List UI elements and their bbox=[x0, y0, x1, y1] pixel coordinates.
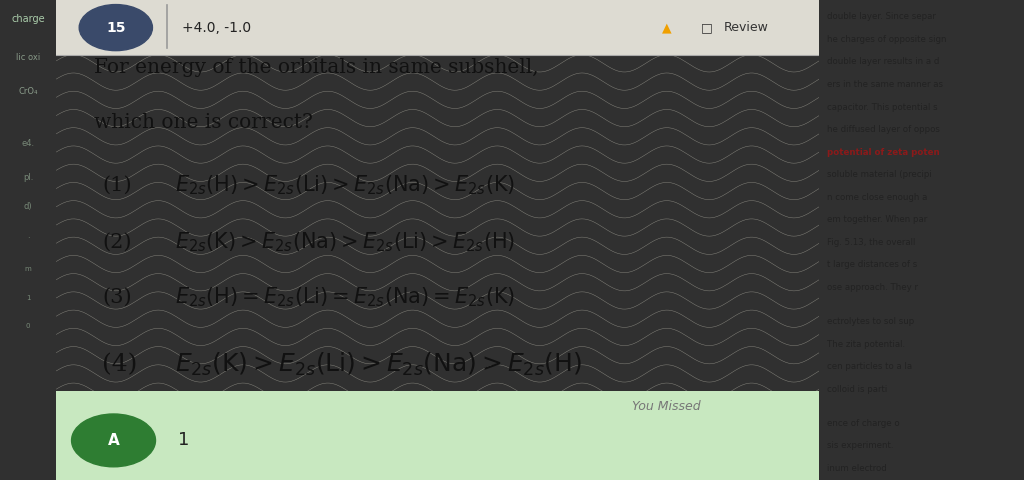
Text: capacitor. This potential s: capacitor. This potential s bbox=[827, 103, 938, 111]
Text: $E_{2s}(\mathrm{H}) = E_{2s}(\mathrm{Li}) = E_{2s}(\mathrm{Na}) = E_{2s}(\mathrm: $E_{2s}(\mathrm{H}) = E_{2s}(\mathrm{Li}… bbox=[174, 286, 515, 310]
Text: The zita potential.: The zita potential. bbox=[827, 340, 905, 348]
Text: (1): (1) bbox=[102, 175, 132, 194]
Text: $E_{2s}(\mathrm{H}) > E_{2s}(\mathrm{Li}) > E_{2s}(\mathrm{Na}) > E_{2s}(\mathrm: $E_{2s}(\mathrm{H}) > E_{2s}(\mathrm{Li}… bbox=[174, 173, 515, 197]
Text: he diffused layer of oppos: he diffused layer of oppos bbox=[827, 125, 940, 134]
Text: ▲: ▲ bbox=[662, 21, 672, 34]
Text: sis experiment.: sis experiment. bbox=[827, 442, 894, 450]
Text: em together. When par: em together. When par bbox=[827, 216, 928, 224]
Text: e4.: e4. bbox=[22, 140, 35, 148]
Text: $E_{2s}(\mathrm{K}) > E_{2s}(\mathrm{Li}) > E_{2s}(\mathrm{Na}) > E_{2s}(\mathrm: $E_{2s}(\mathrm{K}) > E_{2s}(\mathrm{Li}… bbox=[174, 351, 582, 378]
Text: n come close enough a: n come close enough a bbox=[827, 193, 928, 202]
Text: ence of charge o: ence of charge o bbox=[827, 419, 900, 428]
Text: □: □ bbox=[701, 21, 713, 34]
Text: colloid is parti: colloid is parti bbox=[827, 385, 888, 394]
Text: For energy of the orbitals in same subshell,: For energy of the orbitals in same subsh… bbox=[94, 58, 539, 77]
Text: ectrolytes to sol sup: ectrolytes to sol sup bbox=[827, 317, 914, 326]
Text: CrO₄: CrO₄ bbox=[18, 87, 38, 96]
Text: ose approach. They r: ose approach. They r bbox=[827, 283, 919, 292]
Text: charge: charge bbox=[11, 14, 45, 24]
Text: pl.: pl. bbox=[23, 173, 34, 182]
Text: inum electrod: inum electrod bbox=[827, 464, 887, 473]
Text: (4): (4) bbox=[102, 353, 137, 376]
Text: 1: 1 bbox=[178, 432, 189, 449]
Text: lic oxi: lic oxi bbox=[16, 53, 40, 62]
Text: Review: Review bbox=[724, 21, 769, 34]
Text: which one is correct?: which one is correct? bbox=[94, 113, 313, 132]
Text: .: . bbox=[27, 231, 30, 240]
Text: t large distances of s: t large distances of s bbox=[827, 261, 918, 269]
Circle shape bbox=[72, 414, 156, 467]
Text: double layer results in a d: double layer results in a d bbox=[827, 58, 940, 66]
Circle shape bbox=[79, 5, 153, 51]
FancyBboxPatch shape bbox=[56, 391, 819, 480]
Text: he charges of opposite sign: he charges of opposite sign bbox=[827, 35, 947, 44]
FancyBboxPatch shape bbox=[56, 0, 819, 55]
Text: 15: 15 bbox=[106, 21, 126, 35]
Text: 1: 1 bbox=[26, 295, 31, 300]
Text: cen particles to a la: cen particles to a la bbox=[827, 362, 912, 371]
Text: double layer. Since separ: double layer. Since separ bbox=[827, 12, 936, 21]
Text: +4.0, -1.0: +4.0, -1.0 bbox=[182, 21, 251, 35]
Text: A: A bbox=[108, 433, 120, 448]
Text: (2): (2) bbox=[102, 233, 132, 252]
Text: d): d) bbox=[24, 202, 33, 211]
Text: 0: 0 bbox=[26, 324, 31, 329]
Text: soluble material (precipi: soluble material (precipi bbox=[827, 170, 932, 179]
Text: You Missed: You Missed bbox=[632, 400, 701, 413]
Text: Fig. 5.13, the overall: Fig. 5.13, the overall bbox=[827, 238, 915, 247]
Text: ers in the same manner as: ers in the same manner as bbox=[827, 80, 943, 89]
Text: $E_{2s}(\mathrm{K}) > E_{2s}(\mathrm{Na}) > E_{2s}(\mathrm{Li}) > E_{2s}(\mathrm: $E_{2s}(\mathrm{K}) > E_{2s}(\mathrm{Na}… bbox=[174, 230, 515, 254]
Text: (3): (3) bbox=[102, 288, 132, 307]
Text: m: m bbox=[25, 266, 32, 272]
Text: potential of zeta poten: potential of zeta poten bbox=[827, 148, 940, 156]
